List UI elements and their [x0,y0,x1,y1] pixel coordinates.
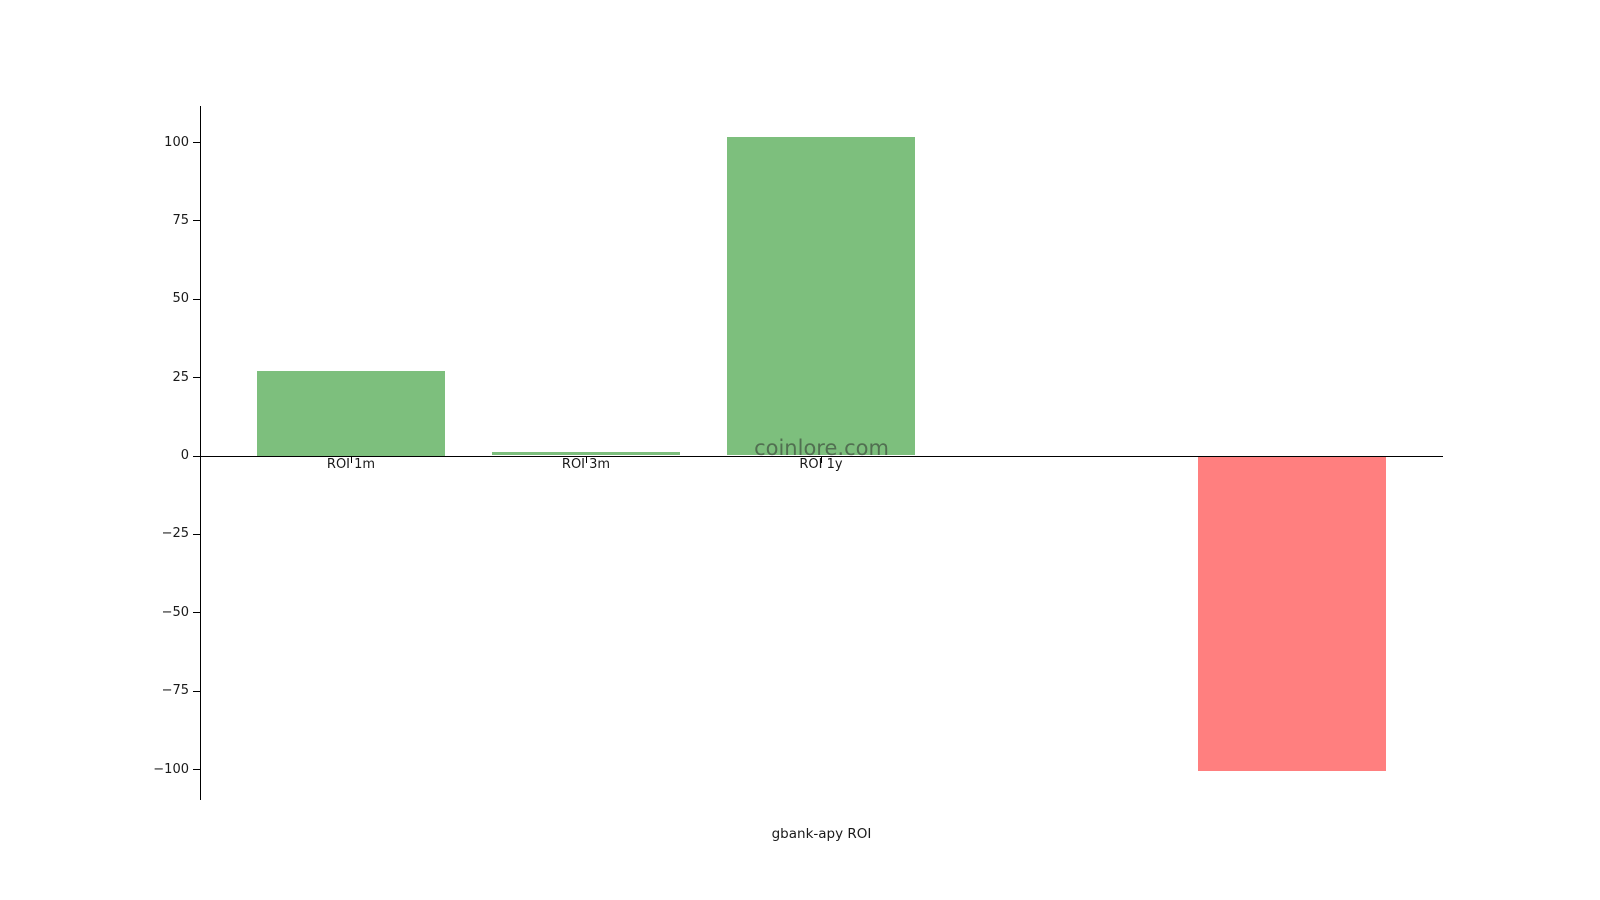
bar-unlabeled-4 [1198,457,1386,771]
y-tick-mark [193,142,200,143]
y-tick-label: −100 [153,762,189,777]
y-tick-mark [193,220,200,221]
y-tick-mark [193,691,200,692]
y-tick-mark [193,769,200,770]
x-tick-label: ROI 1y [799,457,843,472]
y-tick-mark [193,456,200,457]
x-tick-mark [586,456,587,463]
y-tick-mark [193,377,200,378]
y-tick-mark [193,534,200,535]
y-tick-label: −75 [161,683,189,698]
y-tick-label: 100 [164,135,189,150]
watermark-text: coinlore.com [754,436,889,460]
y-tick-mark [193,612,200,613]
y-axis-spine [200,106,201,800]
y-tick-label: −25 [161,526,189,541]
bar-roi-3m [492,452,680,455]
x-axis-title: gbank-apy ROI [771,826,872,842]
x-tick-label: ROI 3m [561,457,611,472]
y-tick-label: 75 [172,213,189,228]
y-tick-label: 25 [172,370,189,385]
bar-roi-1y [727,137,915,455]
x-tick-mark [821,456,822,463]
x-tick-label: ROI 1m [326,457,376,472]
y-tick-mark [193,299,200,300]
bar-roi-1m [257,371,445,456]
x-tick-mark [351,456,352,463]
y-tick-label: −50 [161,605,189,620]
y-tick-label: 0 [180,448,189,463]
y-tick-label: 50 [172,291,189,306]
